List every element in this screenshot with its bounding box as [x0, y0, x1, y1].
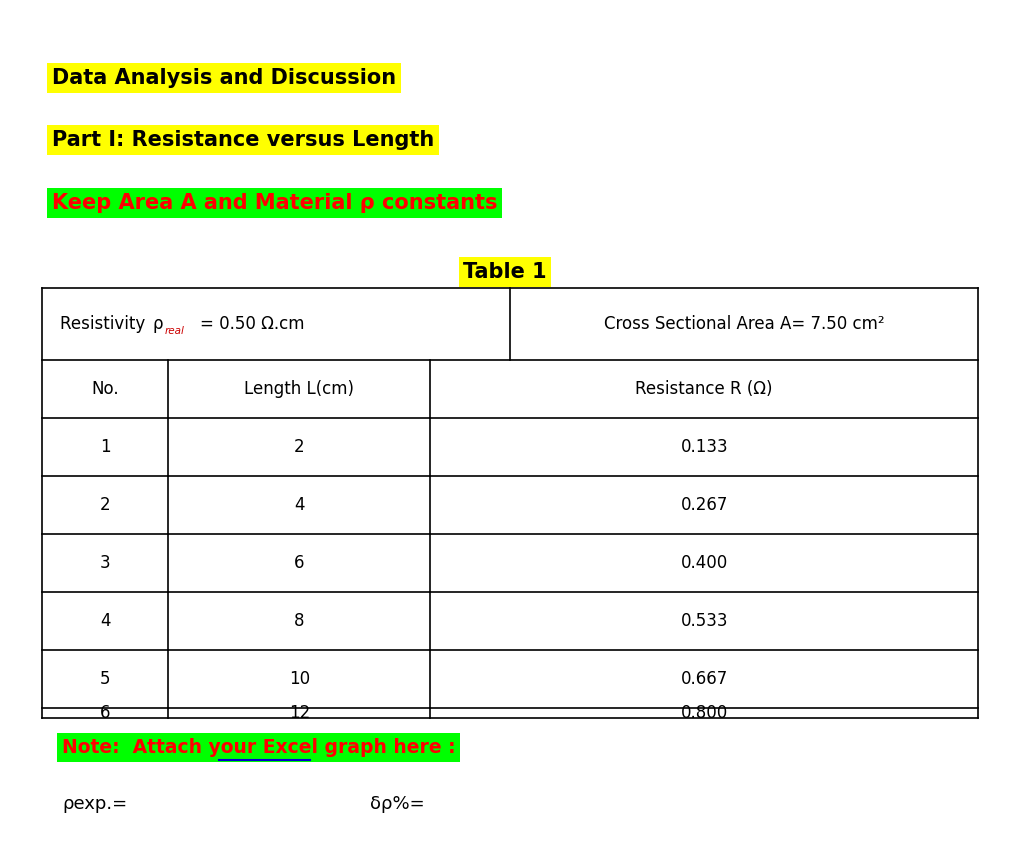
Text: δρ%=: δρ%=	[370, 795, 425, 813]
Text: real: real	[165, 326, 185, 336]
Text: 3: 3	[100, 554, 110, 572]
Text: 0.667: 0.667	[680, 670, 728, 688]
Text: 0.533: 0.533	[680, 612, 728, 630]
Text: 8: 8	[294, 612, 304, 630]
Text: ρexp.=: ρexp.=	[62, 795, 127, 813]
Text: 0.400: 0.400	[680, 554, 728, 572]
Text: Cross Sectional Area A= 7.50 cm²: Cross Sectional Area A= 7.50 cm²	[604, 315, 885, 333]
Text: = 0.50 Ω.cm: = 0.50 Ω.cm	[200, 315, 304, 333]
Text: 6: 6	[100, 704, 110, 722]
Text: Data Analysis and Discussion: Data Analysis and Discussion	[52, 68, 396, 88]
Text: 4: 4	[294, 496, 304, 514]
Text: 2: 2	[294, 438, 304, 456]
Text: Resistivity: Resistivity	[60, 315, 151, 333]
Text: 4: 4	[100, 612, 110, 630]
Text: ρ: ρ	[152, 315, 163, 333]
Text: 5: 5	[100, 670, 110, 688]
Text: Part I: Resistance versus Length: Part I: Resistance versus Length	[52, 130, 435, 150]
Text: 0.800: 0.800	[680, 704, 728, 722]
Text: 12: 12	[289, 704, 310, 722]
Text: Keep Area A and Material ρ constants: Keep Area A and Material ρ constants	[52, 193, 497, 213]
Text: Length L(cm): Length L(cm)	[245, 380, 355, 398]
Text: 0.133: 0.133	[680, 438, 728, 456]
Text: 0.267: 0.267	[680, 496, 728, 514]
Text: Table 1: Table 1	[463, 262, 547, 282]
Text: 10: 10	[289, 670, 310, 688]
Text: Note:  Attach your Excel graph here :: Note: Attach your Excel graph here :	[62, 738, 456, 757]
Text: 6: 6	[294, 554, 304, 572]
Text: Resistance R (Ω): Resistance R (Ω)	[636, 380, 773, 398]
Text: 1: 1	[100, 438, 110, 456]
Text: No.: No.	[91, 380, 119, 398]
Text: 2: 2	[100, 496, 110, 514]
